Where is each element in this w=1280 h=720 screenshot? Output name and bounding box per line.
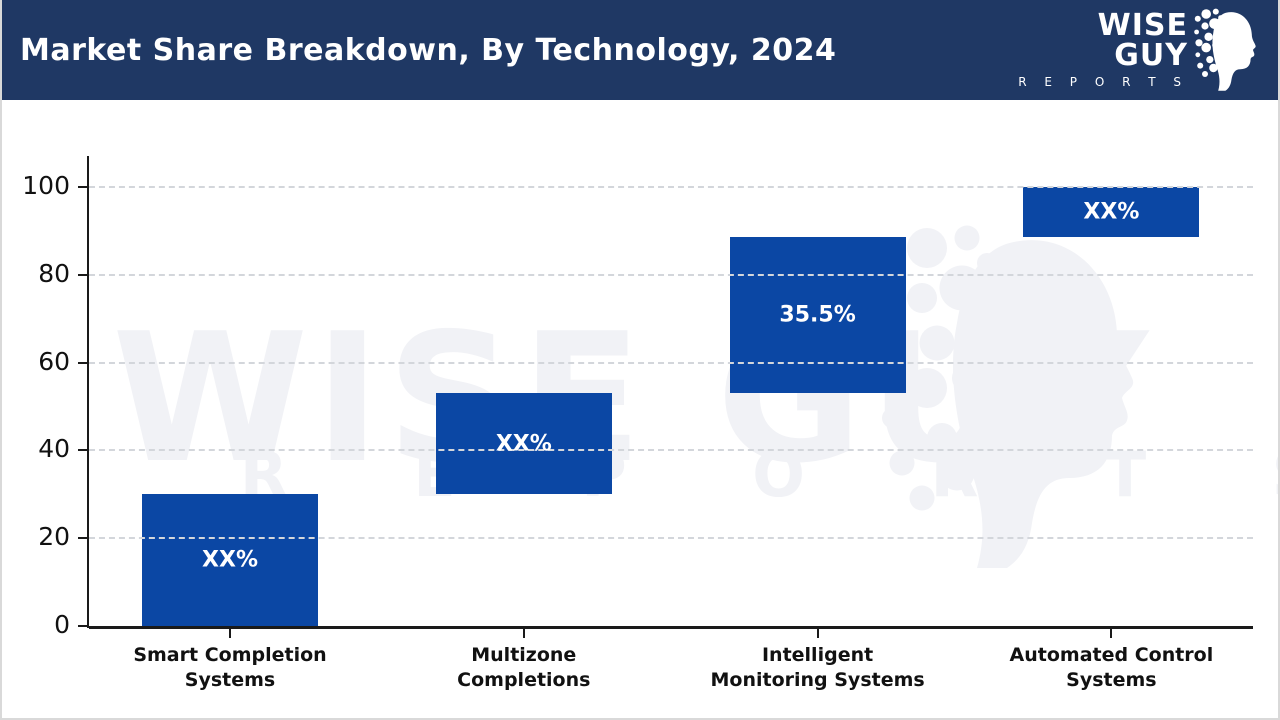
y-tick-label: 40 bbox=[38, 434, 70, 464]
y-tick-mark bbox=[78, 625, 87, 627]
dotted-head-icon bbox=[1194, 8, 1256, 91]
header-bar: Market Share Breakdown, By Technology, 2… bbox=[0, 0, 1280, 100]
y-tick-mark bbox=[78, 449, 87, 452]
x-tick-mark bbox=[229, 629, 231, 638]
bar-value-label: XX% bbox=[495, 431, 552, 457]
y-tick-mark bbox=[78, 537, 87, 540]
logo-subtitle: R E P O R T S bbox=[1018, 75, 1188, 89]
gridline bbox=[89, 361, 1253, 364]
y-tick-label: 100 bbox=[22, 171, 70, 200]
bar-value-label: 35.5% bbox=[779, 302, 856, 328]
gridline bbox=[89, 537, 1253, 540]
gridline bbox=[89, 186, 1253, 188]
x-category-label: Multizone Completions bbox=[457, 644, 591, 691]
logo-text: WISE GUY R E P O R T S bbox=[1016, 8, 1188, 90]
x-tick-mark bbox=[1110, 629, 1113, 638]
y-tick-label: 0 bbox=[54, 610, 70, 639]
bar-segment bbox=[1023, 187, 1200, 238]
y-axis-line bbox=[87, 156, 89, 628]
y-tick-label: 20 bbox=[38, 522, 70, 552]
bar-segment bbox=[729, 237, 906, 394]
x-tick-mark bbox=[816, 629, 819, 638]
gridline bbox=[89, 449, 1253, 452]
y-tick-mark bbox=[78, 361, 87, 364]
x-category-label: Intelligent Monitoring Systems bbox=[710, 644, 925, 691]
bar-value-label: XX% bbox=[1083, 199, 1140, 225]
bar-value-label: XX% bbox=[202, 547, 258, 573]
gridline bbox=[89, 273, 1253, 276]
y-tick-mark bbox=[78, 186, 87, 188]
x-axis-line bbox=[89, 626, 1253, 629]
y-tick-label: 60 bbox=[38, 346, 70, 376]
wise-guy-reports-logo: WISE GUY R E P O R T S bbox=[1016, 8, 1266, 92]
x-category-label: Automated Control Systems bbox=[1009, 644, 1214, 691]
page-title: Market Share Breakdown, By Technology, 2… bbox=[20, 32, 837, 68]
y-tick-label: 80 bbox=[38, 258, 70, 288]
bar-segment bbox=[142, 494, 318, 626]
x-tick-mark bbox=[522, 629, 525, 638]
chart-area: WISE GUY R E P O R T S 0 20 40 60 80 100 XX% Sm… bbox=[0, 100, 1280, 720]
bar-segment bbox=[435, 393, 612, 495]
y-tick-mark bbox=[78, 273, 87, 276]
x-category-label: Smart Completion Systems bbox=[133, 644, 327, 691]
logo-wordmark: WISE GUY bbox=[1097, 8, 1188, 73]
watermark-dotted-head-icon bbox=[877, 225, 1134, 568]
